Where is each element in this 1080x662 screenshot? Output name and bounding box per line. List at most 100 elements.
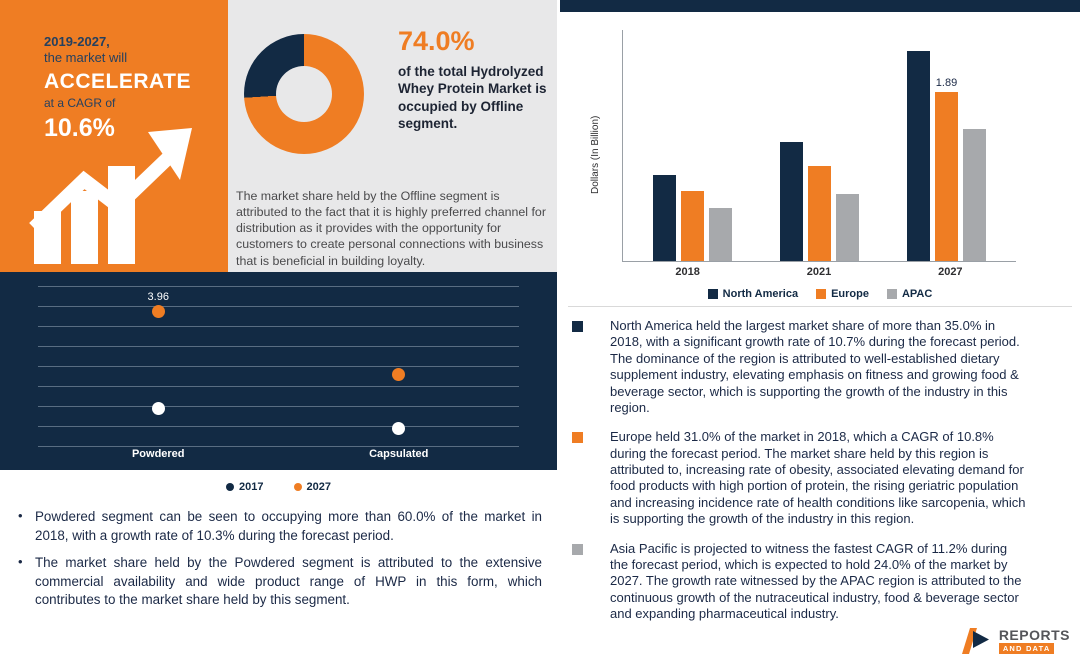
dot-capsulated-2017 bbox=[392, 422, 406, 436]
legend-label: APAC bbox=[901, 288, 933, 300]
legend-label: North America bbox=[722, 288, 799, 300]
bar bbox=[681, 190, 704, 261]
accelerate-intro: the market will bbox=[44, 50, 128, 66]
bullet-marker: • bbox=[18, 554, 23, 569]
gridline bbox=[38, 286, 519, 287]
logo-name: REPORTS bbox=[998, 627, 1070, 643]
offline-donut-chart bbox=[244, 34, 364, 154]
bar bbox=[780, 142, 803, 261]
category-label-powdered: Powdered bbox=[131, 448, 185, 460]
dot-powdered-2027 bbox=[151, 304, 165, 318]
legend-marker bbox=[816, 289, 827, 299]
divider-line bbox=[568, 306, 1072, 307]
region-bullet-marker bbox=[572, 321, 583, 332]
bar-north-america-2021 bbox=[780, 142, 803, 261]
accelerate-period: 2019-2027, bbox=[44, 34, 110, 49]
bar-apac-2027 bbox=[963, 128, 986, 261]
segment-chart-panel: 3.96 Powdered Capsulated bbox=[0, 272, 557, 470]
legend-item-europe: Europe bbox=[816, 288, 869, 300]
gridline bbox=[38, 366, 519, 367]
bullet-text: The market share held by the Powdered se… bbox=[35, 555, 542, 607]
bar-group-2021 bbox=[780, 142, 859, 261]
bar-north-america-2027 bbox=[907, 51, 930, 261]
bullet-item: • Powdered segment can be seen to occupyi… bbox=[18, 508, 542, 545]
gridline bbox=[38, 386, 519, 387]
bar-apac-2021 bbox=[836, 194, 859, 261]
x-label-2021: 2021 bbox=[806, 266, 832, 278]
legend-item-2027: 2027 bbox=[293, 481, 331, 493]
dot-value-label: 3.96 bbox=[147, 291, 169, 304]
x-label-2027: 2027 bbox=[938, 266, 963, 278]
reports-and-data-logo: REPORTS AND DATA bbox=[961, 627, 1070, 654]
bar-chart-x-labels: 2018 2021 2027 bbox=[622, 266, 1016, 278]
accelerate-headline: ACCELERATE bbox=[44, 69, 191, 93]
bar-chart-y-axis-label: Dollars (In Billion) bbox=[590, 115, 601, 194]
bar bbox=[709, 208, 732, 261]
legend-label: 2027 bbox=[306, 481, 331, 493]
legend-label: 2017 bbox=[239, 481, 264, 493]
dot-powdered-2017 bbox=[151, 402, 165, 416]
legend-marker bbox=[293, 483, 302, 491]
bar-north-america-2018 bbox=[653, 175, 676, 261]
offline-headline-block: 74.0% of the total Hydrolyzed Whey Prote… bbox=[398, 26, 550, 132]
accelerate-cagr-value: 10.6% bbox=[44, 113, 115, 142]
region-bullet-marker bbox=[572, 543, 583, 555]
bar-value-label: 1.89 bbox=[935, 77, 958, 90]
growth-arrow-bars-icon bbox=[29, 128, 192, 264]
bar bbox=[963, 128, 986, 261]
region-bullet-item: North America held the largest market sh… bbox=[572, 318, 1068, 416]
category-label-capsulated: Capsulated bbox=[369, 448, 429, 460]
reports-and-data-logo-mark-icon bbox=[961, 627, 989, 654]
bar bbox=[907, 51, 930, 261]
region-bullet-item: Europe held 31.0% of the market in 2018,… bbox=[572, 429, 1068, 527]
legend-marker bbox=[226, 483, 235, 491]
bar-group-2027: 1.89 bbox=[907, 51, 986, 261]
gridline bbox=[38, 346, 519, 347]
region-bullet-text: North America held the largest market sh… bbox=[610, 318, 1020, 415]
bar-apac-2018 bbox=[709, 208, 732, 261]
region-bullet-text: Asia Pacific is projected to witness the… bbox=[610, 540, 1022, 622]
logo-tagline: AND DATA bbox=[998, 643, 1055, 654]
segment-category-labels: Powdered Capsulated bbox=[38, 448, 519, 460]
logo-text: REPORTS AND DATA bbox=[998, 627, 1070, 654]
accelerate-cagr-label: at a CAGR of bbox=[44, 95, 116, 110]
bar-chart-legend: North America Europe APAC bbox=[560, 288, 1080, 300]
offline-share-value: 74.0% bbox=[398, 26, 475, 56]
offline-description: The market share held by the Offline seg… bbox=[236, 189, 546, 268]
bar bbox=[808, 165, 831, 261]
legend-item-apac: APAC bbox=[886, 288, 933, 300]
regional-bar-chart: Dollars (In Billion) 1.89 2018 2021 2027 N… bbox=[560, 12, 1080, 304]
regional-panel: Dollars (In Billion) 1.89 2018 2021 2027 N… bbox=[560, 0, 1080, 662]
bar bbox=[935, 92, 958, 261]
segment-legend: 2017 2027 bbox=[0, 470, 557, 504]
legend-marker bbox=[707, 289, 718, 299]
gridline bbox=[38, 426, 519, 427]
offline-headline: of the total Hydrolyzed Whey Protein Mar… bbox=[398, 64, 547, 131]
bar-europe-2027: 1.89 bbox=[935, 77, 958, 261]
bullet-marker: • bbox=[18, 508, 23, 523]
segment-dot-plot-area: 3.96 bbox=[38, 286, 519, 447]
segment-bullets: • Powdered segment can be seen to occupyi… bbox=[18, 508, 542, 619]
legend-item-2017: 2017 bbox=[226, 481, 264, 493]
legend-label: Europe bbox=[831, 288, 869, 300]
bullet-item: • The market share held by the Powdered s… bbox=[18, 554, 542, 610]
region-bullet-item: Asia Pacific is projected to witness the… bbox=[572, 541, 1068, 623]
gridline bbox=[38, 406, 519, 407]
bar-europe-2018 bbox=[681, 190, 704, 261]
bar-group-2018 bbox=[653, 175, 732, 261]
legend-marker bbox=[886, 289, 897, 299]
bar bbox=[836, 194, 859, 261]
gridline bbox=[38, 326, 519, 327]
bar-chart-plot-area: 1.89 bbox=[622, 30, 1016, 262]
dot-capsulated-2027 bbox=[392, 368, 406, 382]
bullet-text: Powdered segment can be seen to occupyin… bbox=[35, 509, 542, 543]
top-accent-strip bbox=[560, 0, 1080, 12]
bar-europe-2021 bbox=[808, 165, 831, 261]
legend-item-north-america: North America bbox=[707, 288, 799, 300]
gridline bbox=[38, 306, 519, 307]
regional-bullets: North America held the largest market sh… bbox=[572, 318, 1068, 635]
accelerate-panel: 2019-2027, the market will ACCELERATE at… bbox=[0, 0, 228, 272]
offline-panel: 74.0% of the total Hydrolyzed Whey Prote… bbox=[228, 0, 557, 272]
region-bullet-marker bbox=[572, 432, 583, 444]
